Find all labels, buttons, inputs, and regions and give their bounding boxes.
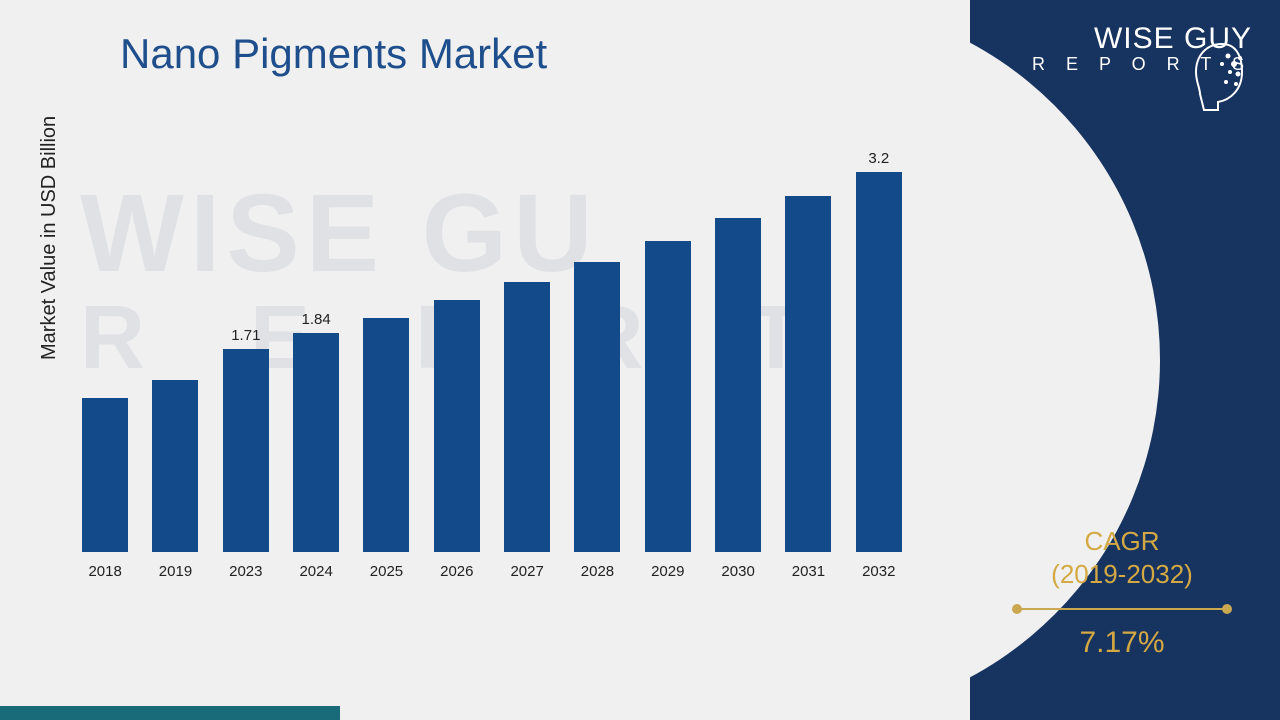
bar <box>223 349 269 552</box>
bar-group <box>361 296 411 552</box>
bar-group: 1.71 <box>221 327 271 552</box>
bar <box>152 380 198 552</box>
bars-container: 1.711.843.2 <box>74 160 904 552</box>
bar <box>82 398 128 552</box>
bar-group <box>643 219 693 552</box>
bar-group <box>150 358 200 552</box>
cagr-divider <box>1017 608 1227 610</box>
head-icon <box>1192 42 1252 112</box>
cagr-block: CAGR (2019-2032) 7.17% <box>1002 526 1242 660</box>
x-tick-label: 2026 <box>432 563 482 580</box>
x-tick-label: 2019 <box>150 563 200 580</box>
bar-group <box>432 278 482 552</box>
x-tick-label: 2025 <box>361 563 411 580</box>
bar-group <box>783 174 833 552</box>
cagr-title: CAGR <box>1002 526 1242 557</box>
x-tick-label: 2024 <box>291 563 341 580</box>
bar <box>293 333 339 552</box>
bar <box>715 218 761 552</box>
x-tick-label: 2018 <box>80 563 130 580</box>
brand-logo: WISE GUY R E P O R T S <box>1032 22 1252 75</box>
x-tick-label: 2028 <box>572 563 622 580</box>
bar <box>785 196 831 552</box>
bar <box>363 318 409 552</box>
bar <box>645 241 691 552</box>
page-root: WISE GU R E P R T Nano Pigments Market M… <box>0 0 1280 720</box>
bar-group <box>572 240 622 552</box>
bar-value-label: 1.71 <box>231 327 260 345</box>
cagr-range: (2019-2032) <box>1002 559 1242 590</box>
x-axis-labels: 2018 2019 2023 2024 2025 2026 2027 2028 2029 2030… <box>74 563 904 580</box>
bar <box>856 172 902 552</box>
bar-group: 1.84 <box>291 311 341 552</box>
x-tick-label: 2027 <box>502 563 552 580</box>
bar-group: 3.2 <box>854 150 904 552</box>
chart-title: Nano Pigments Market <box>120 30 547 78</box>
bar-value-label: 1.84 <box>302 311 331 329</box>
cagr-value: 7.17% <box>1002 626 1242 660</box>
bar-group <box>502 260 552 552</box>
bottom-accent-strip <box>0 706 340 720</box>
bar <box>504 282 550 552</box>
bar <box>574 262 620 552</box>
bar-value-label: 3.2 <box>868 150 889 168</box>
y-axis-label: Market Value in USD Billion <box>38 116 61 360</box>
bar <box>434 300 480 552</box>
bar-group <box>80 376 130 552</box>
bar-chart: 1.711.843.2 2018201920232024202520262027… <box>74 160 904 580</box>
bar-group <box>713 196 763 552</box>
x-tick-label: 2031 <box>783 563 833 580</box>
x-tick-label: 2023 <box>221 563 271 580</box>
x-tick-label: 2032 <box>854 563 904 580</box>
x-tick-label: 2030 <box>713 563 763 580</box>
x-tick-label: 2029 <box>643 563 693 580</box>
